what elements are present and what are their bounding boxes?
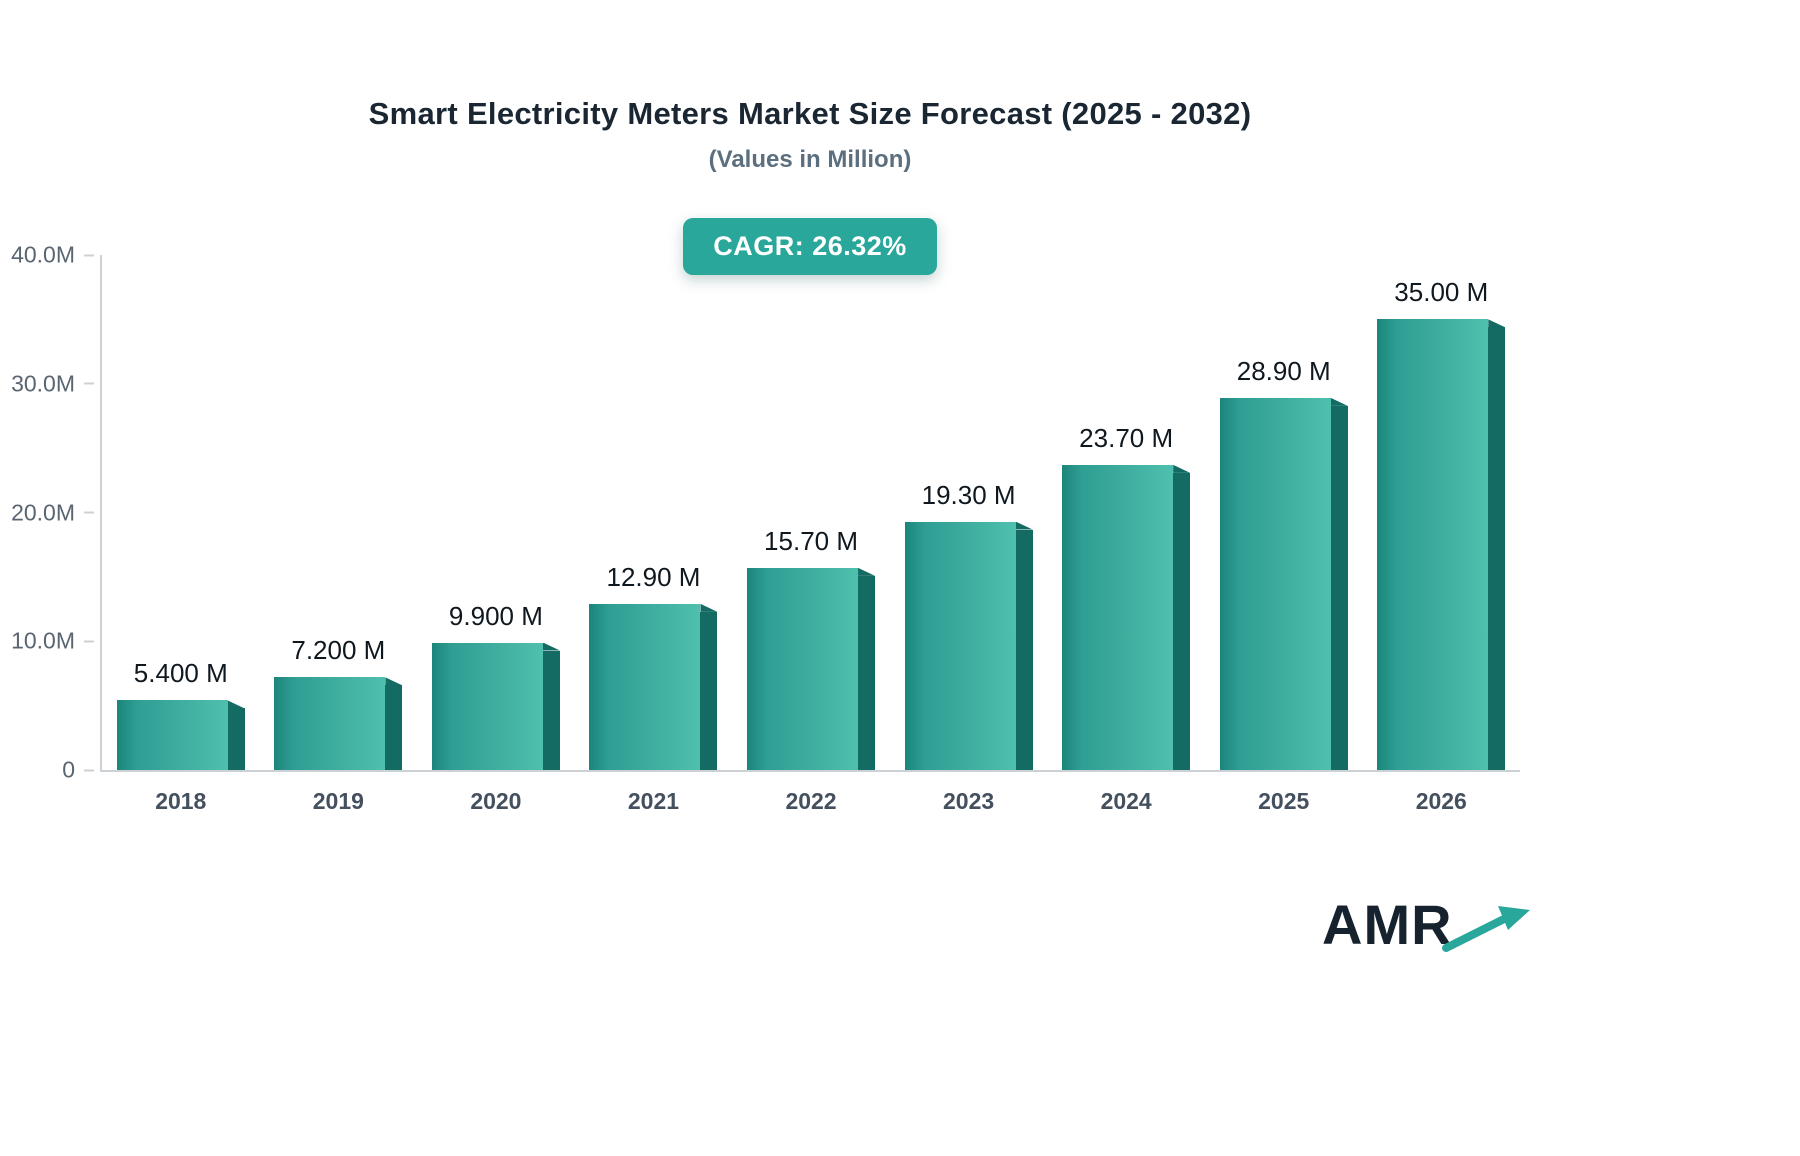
bar-face [116, 700, 228, 770]
bar-corner-face [385, 677, 403, 686]
bar-group-2019: 7.200 M [260, 255, 418, 770]
bar-value-label: 9.900 M [448, 600, 543, 631]
chart-subtitle: (Values in Million) [708, 146, 912, 173]
x-axis-label-2019: 2019 [312, 788, 364, 814]
plot-area: 40.0M 30.0M 20.0M 10.0M 0 5.400 M 7.200 M 9.90… [11, 242, 1520, 814]
y-tick-mark [84, 254, 94, 256]
brand-logo: AMR [1322, 892, 1530, 978]
bar-2024 [1062, 464, 1191, 770]
bar-2022 [747, 567, 876, 770]
bar-2026 [1377, 319, 1506, 770]
x-axis-label-2026: 2026 [1415, 788, 1467, 814]
x-axis-label-2020: 2020 [470, 788, 522, 814]
bar-2023 [904, 521, 1033, 770]
bars-row: 5.400 M 7.200 M 9.900 M 12.90 M 15.70 M 19.30… [102, 255, 1520, 770]
bar-side-face [1015, 529, 1033, 770]
bar-side-face [858, 575, 876, 770]
bar-side-face [700, 611, 718, 770]
bar-group-2023: 19.30 M [890, 255, 1048, 770]
x-axis-label-2023: 2023 [943, 788, 995, 814]
bar-face [747, 567, 859, 770]
y-tick-label: 40.0M [11, 241, 75, 268]
chart-header: Smart Electricity Meters Market Size For… [0, 0, 1620, 275]
bar-face [589, 603, 701, 770]
cagr-badge: CAGR: 26.32% [683, 218, 937, 275]
x-axis-label-2018: 2018 [155, 788, 207, 814]
x-axis-label-2022: 2022 [785, 788, 837, 814]
bar-group-2018: 5.400 M [102, 255, 260, 770]
bar-corner-face [1173, 464, 1191, 473]
bar-group-2022: 15.70 M [732, 255, 890, 770]
y-axis-ticks: 40.0M 30.0M 20.0M 10.0M 0 [11, 242, 1520, 783]
y-tick-label: 0 [62, 756, 75, 783]
chart-title: Smart Electricity Meters Market Size For… [368, 96, 1252, 131]
bar-value-label: 15.70 M [764, 525, 858, 556]
bar-value-label: 5.400 M [133, 658, 228, 689]
logo-arrow-icon [1442, 906, 1530, 952]
bar-face [274, 677, 386, 770]
bar-value-label: 12.90 M [606, 561, 701, 592]
bar-face [1219, 397, 1331, 770]
bar-group-2026: 35.00 M [1363, 255, 1521, 770]
bar-face [431, 642, 543, 770]
y-tick: 40.0M [0, 242, 94, 269]
x-axis-labels: 2018 2019 2020 2021 2022 2023 2024 2025 2026 [102, 788, 1520, 815]
bar-side-face [1173, 472, 1191, 770]
bar-value-label: 7.200 M [291, 635, 386, 666]
bar-group-2021: 12.90 M [575, 255, 733, 770]
y-tick-label: 20.0M [11, 499, 75, 525]
bar-side-face [1488, 327, 1506, 770]
bar-group-2024: 23.70 M [1047, 255, 1205, 770]
bar-value-label: 19.30 M [921, 479, 1016, 510]
y-tick-mark [84, 769, 94, 771]
y-tick: 20.0M [0, 499, 94, 526]
y-tick-mark [84, 382, 94, 385]
bar-face [1062, 464, 1174, 770]
bar-corner-face [227, 700, 245, 709]
y-tick-mark [84, 511, 94, 514]
bar-side-face [542, 650, 560, 770]
y-tick: 0 [0, 757, 94, 784]
x-axis-label-2025: 2025 [1258, 788, 1310, 814]
bar-2019 [274, 677, 403, 770]
bar-value-label: 23.70 M [1079, 422, 1174, 453]
bar-corner-face [1330, 397, 1348, 406]
y-tick: 30.0M [0, 370, 94, 397]
x-axis-label-2024: 2024 [1100, 788, 1152, 814]
bar-corner-face [1015, 521, 1033, 530]
brand-logo-text: AMR [1322, 893, 1453, 956]
bar-group-2020: 9.900 M [417, 255, 575, 770]
y-tick-label: 10.0M [11, 627, 75, 654]
bar-value-label: 35.00 M [1394, 277, 1489, 308]
bar-side-face [227, 708, 245, 770]
bar-group-2025: 28.90 M [1205, 255, 1363, 770]
x-axis-label-2021: 2021 [627, 788, 680, 814]
bar-side-face [385, 685, 403, 770]
y-tick: 10.0M [0, 628, 94, 655]
bar-corner-face [700, 603, 718, 612]
bar-corner-face [1488, 319, 1506, 328]
bar-face [1377, 319, 1489, 770]
bar-2021 [589, 603, 718, 770]
bar-corner-face [858, 567, 876, 576]
bar-2020 [431, 642, 560, 770]
bar-side-face [1330, 405, 1348, 770]
bar-face [904, 521, 1016, 770]
bar-value-label: 28.90 M [1236, 355, 1331, 386]
bar-corner-face [542, 642, 560, 651]
bar-2018 [116, 700, 245, 770]
y-tick-mark [84, 640, 94, 643]
y-tick-label: 30.0M [11, 370, 75, 397]
bar-2025 [1219, 397, 1348, 770]
